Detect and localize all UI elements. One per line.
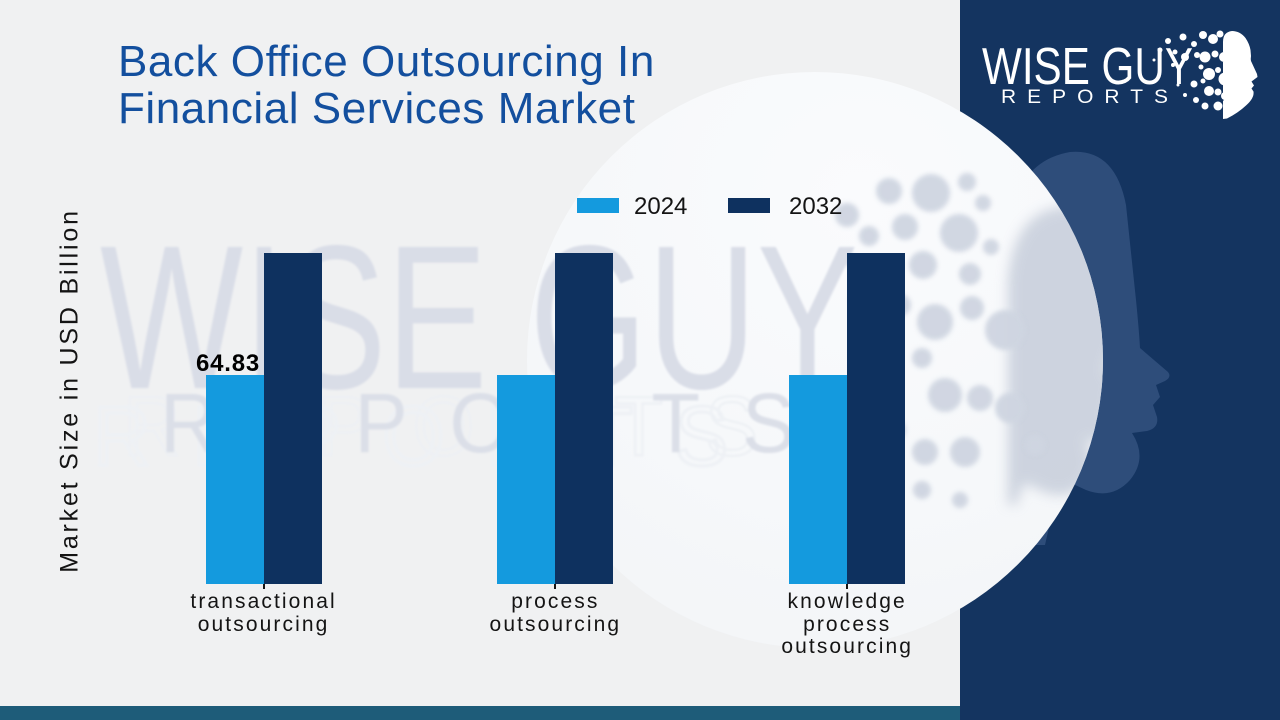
svg-text:WISE GUY: WISE GUY: [982, 38, 1193, 96]
svg-text:REPORTS: REPORTS: [93, 389, 770, 483]
svg-text:REPORTS: REPORTS: [1001, 87, 1179, 108]
